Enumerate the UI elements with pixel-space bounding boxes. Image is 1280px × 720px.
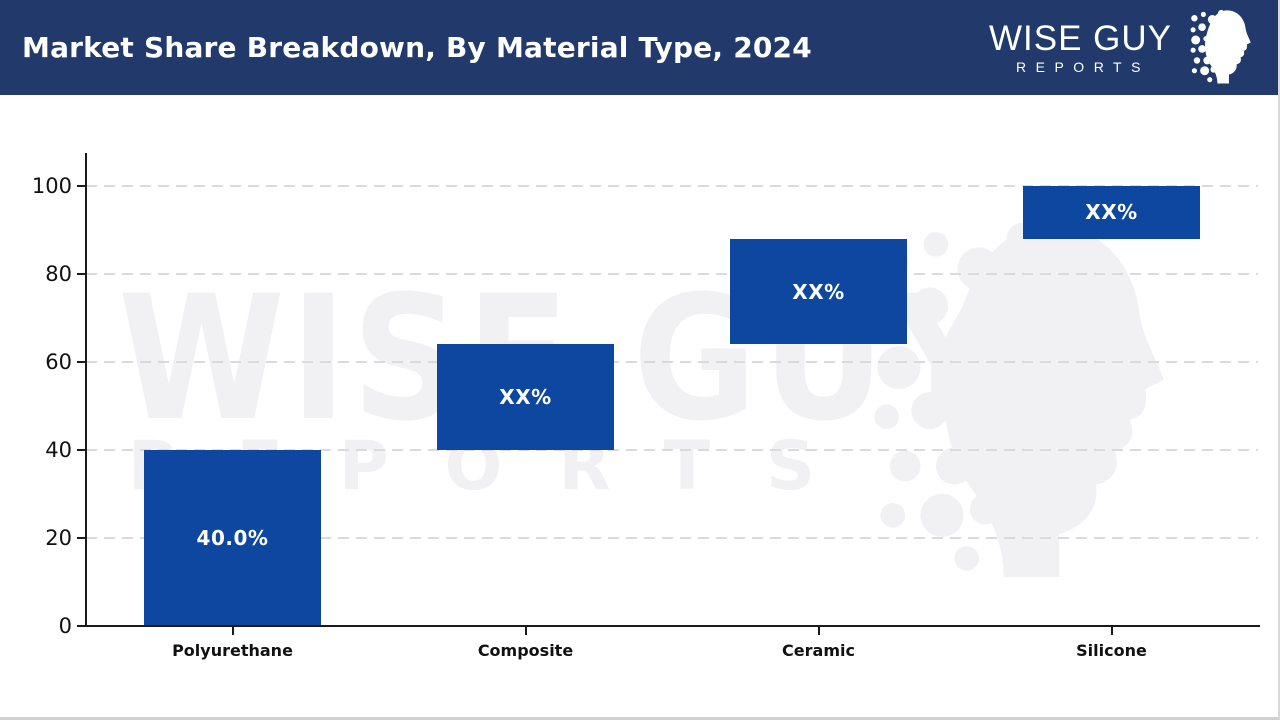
x-tick-polyurethane <box>231 627 234 635</box>
y-tick-40 <box>77 449 85 451</box>
bar-value-label: XX% <box>499 385 552 410</box>
bar-polyurethane: 40.0% <box>144 450 321 626</box>
bar-composite: XX% <box>437 344 614 450</box>
bar-value-label: XX% <box>792 279 845 304</box>
logo-wiseguy-label: WISE GUY <box>988 19 1172 58</box>
x-tick-label-silicone: Silicone <box>1076 641 1147 660</box>
wiseguy-head-icon <box>1190 9 1251 84</box>
y-tick-100 <box>77 185 85 187</box>
y-tick-80 <box>77 273 85 275</box>
watermark-head-icon <box>874 222 1164 577</box>
gridline-100 <box>86 185 1258 187</box>
bar-value-label: 40.0% <box>196 526 269 550</box>
x-tick-silicone <box>1110 627 1113 635</box>
x-tick-label-ceramic: Ceramic <box>782 641 855 660</box>
y-tick-label-60: 60 <box>45 350 72 374</box>
y-axis <box>85 153 87 627</box>
logo-reports-label: REPORTS <box>1016 59 1150 75</box>
gridline-40 <box>86 449 1258 451</box>
wiseguy-logo-text: WISE GUY REPORTS <box>989 21 1172 74</box>
gridline-20 <box>86 537 1258 539</box>
x-axis <box>84 625 1260 627</box>
y-tick-label-0: 0 <box>58 614 72 638</box>
y-tick-0 <box>77 625 85 627</box>
x-tick-label-polyurethane: Polyurethane <box>172 641 293 660</box>
y-tick-label-80: 80 <box>45 262 72 286</box>
y-tick-label-100: 100 <box>31 174 72 198</box>
chart-area: WISE GUY REPORTS 0 20 40 60 80 100 40.0% Polyur… <box>0 95 1278 717</box>
gridline-60 <box>86 361 1258 363</box>
x-tick-composite <box>524 627 527 635</box>
y-tick-label-20: 20 <box>45 526 72 550</box>
y-tick-label-40: 40 <box>45 438 72 462</box>
gridline-80 <box>86 273 1258 275</box>
chart-title: Market Share Breakdown, By Material Type… <box>22 31 812 64</box>
y-tick-20 <box>77 537 85 539</box>
bar-silicone: XX% <box>1023 186 1200 239</box>
x-tick-label-composite: Composite <box>477 641 574 660</box>
x-tick-ceramic <box>817 627 820 635</box>
y-tick-60 <box>77 361 85 363</box>
wiseguy-logo: WISE GUY REPORTS <box>989 8 1266 88</box>
bar-value-label: XX% <box>1085 200 1138 225</box>
bar-ceramic: XX% <box>730 238 907 345</box>
header-bar: Market Share Breakdown, By Material Type… <box>0 0 1278 95</box>
